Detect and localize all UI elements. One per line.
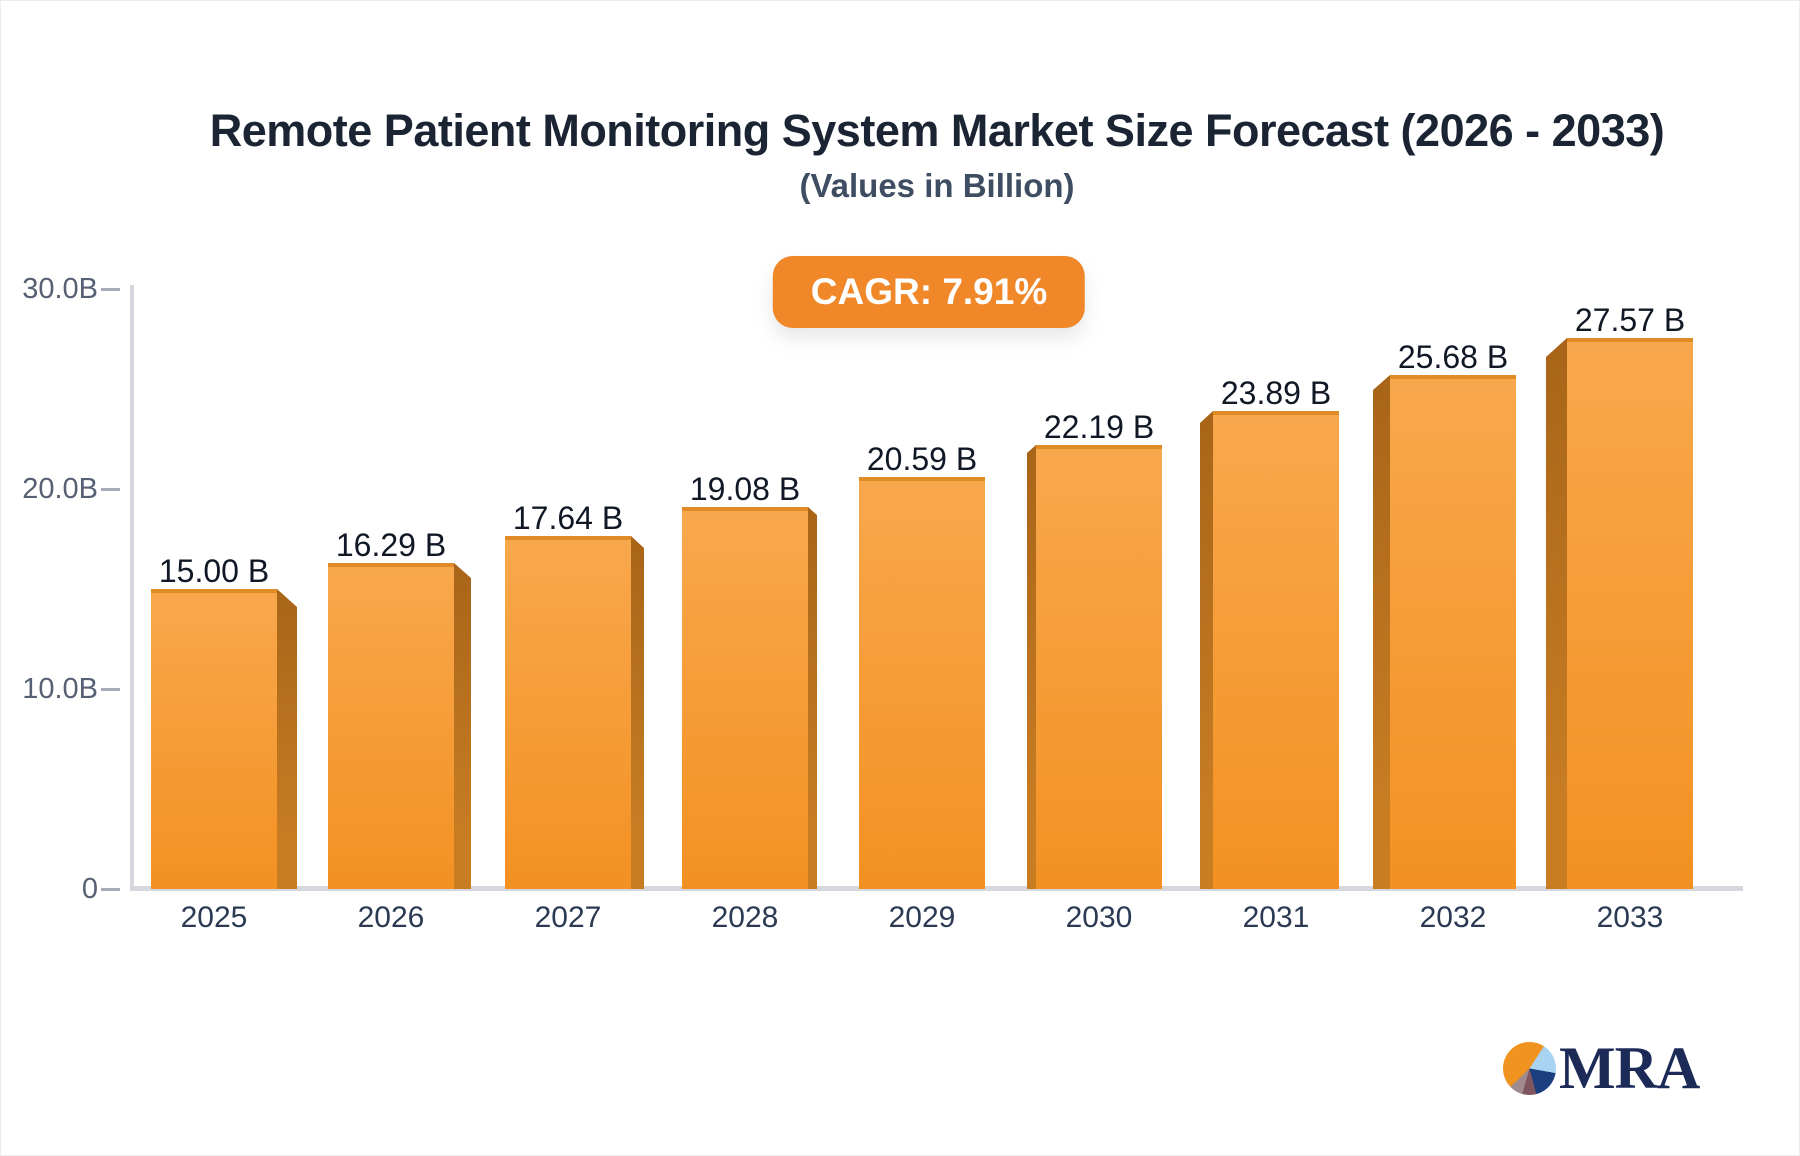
bar-value-label: 23.89 B <box>1220 375 1332 411</box>
pie-chart-logo-icon <box>1503 1041 1556 1095</box>
bar-2031[interactable] <box>1213 411 1339 889</box>
bar-top-edge <box>1213 411 1339 415</box>
y-tick-label: 30.0B <box>22 273 98 305</box>
bar-top-edge <box>859 477 985 481</box>
cagr-badge: CAGR: 7.91% <box>772 256 1086 328</box>
bar-value-label: 15.00 B <box>158 553 270 589</box>
x-axis-label-2028: 2028 <box>711 901 779 934</box>
bar-top-edge <box>1390 375 1516 379</box>
bar-side-face <box>277 589 297 889</box>
bar-value-label: 20.59 B <box>866 441 978 477</box>
y-tick-label: 0 <box>81 873 98 905</box>
bar-side-face <box>1373 375 1390 889</box>
mra-logo: MRA <box>1503 1035 1700 1101</box>
bar-2033[interactable] <box>1567 338 1693 889</box>
bar-value-label: 22.19 B <box>1043 409 1155 445</box>
logo-text: MRA <box>1559 1035 1700 1101</box>
bar-side-face <box>1027 445 1036 889</box>
bar-2025[interactable] <box>151 589 277 889</box>
chart-subtitle: (Values in Billion) <box>799 167 1075 204</box>
x-axis-label-2026: 2026 <box>357 901 425 934</box>
bar-value-label: 25.68 B <box>1397 339 1509 375</box>
bar-side-face <box>631 536 644 889</box>
bar-top-edge <box>151 589 277 593</box>
bar-2032[interactable] <box>1390 375 1516 889</box>
y-tick-label: 10.0B <box>22 673 98 705</box>
chart-title: Remote Patient Monitoring System Market … <box>209 105 1665 156</box>
bar-2030[interactable] <box>1036 445 1162 889</box>
bar-value-label: 16.29 B <box>335 527 447 563</box>
bar-top-edge <box>682 507 808 511</box>
x-axis-label-2033: 2033 <box>1596 901 1664 934</box>
y-axis-line <box>130 285 134 889</box>
y-tick-label: 20.0B <box>22 473 98 505</box>
x-axis-label-2031: 2031 <box>1242 901 1310 934</box>
x-axis-label-2032: 2032 <box>1419 901 1487 934</box>
bar-top-edge <box>1567 338 1693 342</box>
bar-side-face <box>1200 411 1213 889</box>
x-axis-label-2029: 2029 <box>888 901 956 934</box>
bar-top-edge <box>1036 445 1162 449</box>
bar-value-label: 27.57 B <box>1574 302 1686 338</box>
bar-2028[interactable] <box>682 507 808 889</box>
x-axis-label-2027: 2027 <box>534 901 602 934</box>
bar-side-face <box>454 563 471 889</box>
x-axis-label-2025: 2025 <box>180 901 248 934</box>
bar-2027[interactable] <box>505 536 631 889</box>
bar-2026[interactable] <box>328 563 454 889</box>
bar-side-face <box>1546 338 1567 889</box>
bar-side-face <box>808 507 817 889</box>
bar-2029[interactable] <box>859 477 985 889</box>
bar-value-label: 17.64 B <box>512 500 624 536</box>
y-tick-mark <box>101 288 120 291</box>
x-axis-label-2030: 2030 <box>1065 901 1133 934</box>
y-tick-mark <box>101 888 120 891</box>
bar-value-label: 19.08 B <box>689 471 801 507</box>
bar-top-edge <box>328 563 454 567</box>
y-tick-mark <box>101 688 120 691</box>
bar-top-edge <box>505 536 631 540</box>
y-tick-mark <box>101 488 120 491</box>
